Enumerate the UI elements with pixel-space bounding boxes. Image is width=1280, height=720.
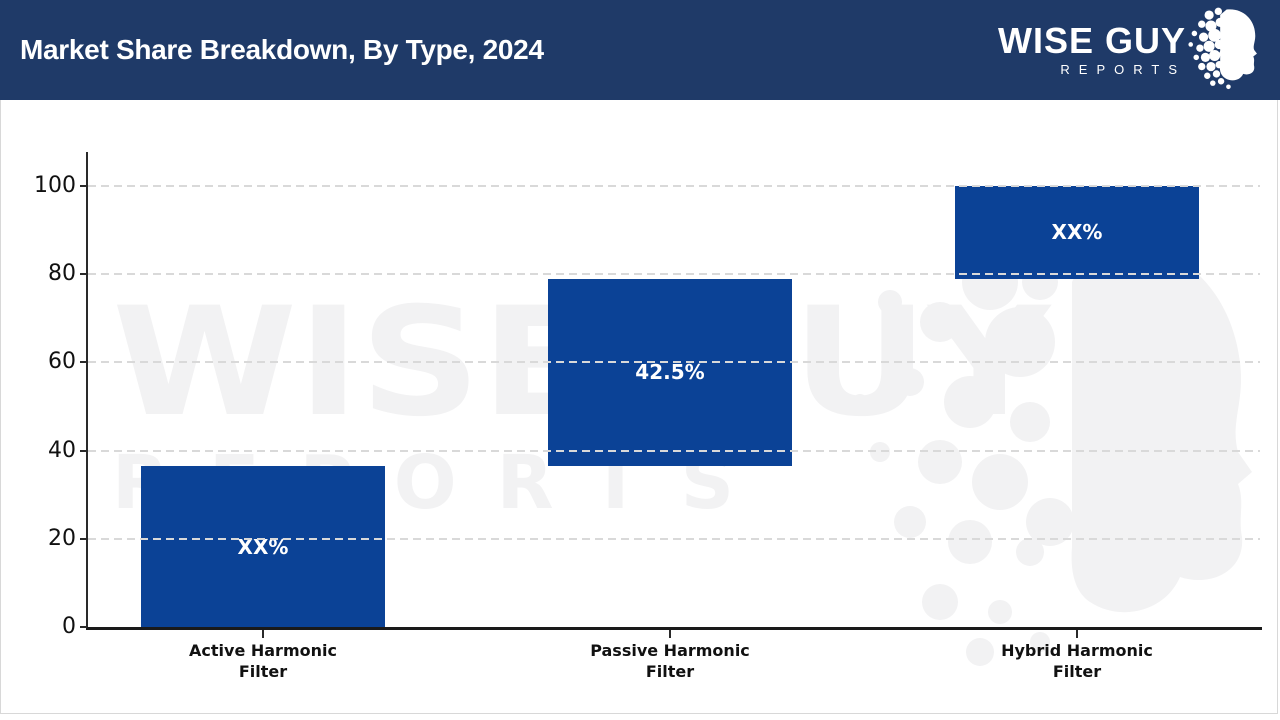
x-category-label-line: Active Harmonic [189,641,337,660]
bar: XX% [141,466,385,627]
y-tick [80,449,87,452]
y-tick [80,537,87,540]
x-category-label-line: Filter [238,662,288,681]
gridline [88,361,1260,364]
y-tick [80,185,87,187]
x-category-label: Hybrid Harmonic Filter [947,640,1207,682]
gridline [88,449,1260,452]
logo-face-icon [1188,7,1257,90]
x-tick [669,630,671,638]
bar: 42.5% [548,278,792,467]
x-category-label-line: Filter [645,662,695,681]
brand-logo-text: WISE GUY REPORTS [998,22,1186,78]
y-tick-label: 0 [62,614,76,639]
x-category-label: Passive Harmonic Filter [540,640,800,682]
y-tick-label: 20 [48,525,76,551]
y-tick-label: 80 [48,261,76,287]
brand-logo: WISE GUY REPORTS [998,0,1280,100]
bar: XX% [955,186,1199,279]
gridline [88,537,1260,540]
bar-value-label: 42.5% [635,360,705,385]
y-tick-label: 100 [34,173,76,198]
watermark-face-icon [852,240,1252,666]
y-tick-label: 40 [48,437,76,463]
x-tick [1076,630,1078,638]
gridline [88,273,1260,276]
page-title: Market Share Breakdown, By Type, 2024 [20,34,544,65]
x-axis-line [86,627,1262,630]
header-bar: Market Share Breakdown, By Type, 2024 WI… [0,0,1280,100]
x-category-label-line: Passive Harmonic [590,641,750,660]
y-tick [80,273,87,276]
gridline [88,185,1260,187]
brand-name: WISE GUY [997,20,1186,61]
y-tick-label: 60 [48,349,76,375]
brand-subtitle: REPORTS [1060,62,1186,77]
y-tick [80,626,87,628]
x-category-label-line: Filter [1052,662,1102,681]
x-category-label: Active Harmonic Filter [133,640,393,682]
x-category-label-line: Hybrid Harmonic [1001,641,1153,660]
x-tick [262,630,264,638]
y-tick [80,361,87,364]
bar-value-label: XX% [1051,220,1103,245]
y-axis-line [86,152,88,628]
